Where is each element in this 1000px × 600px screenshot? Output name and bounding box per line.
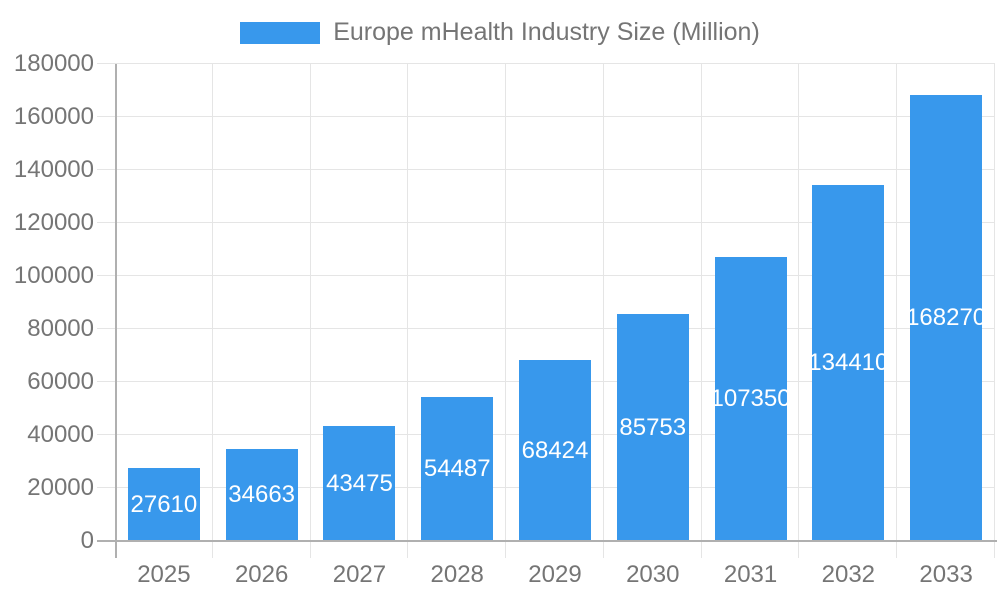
bar-value-label: 85753 — [619, 413, 687, 441]
y-tick-label: 20000 — [27, 474, 94, 501]
gridline-vertical — [798, 64, 800, 558]
legend-item[interactable]: Europe mHealth Industry Size (Million) — [240, 18, 760, 47]
x-tick-label: 2026 — [234, 561, 289, 588]
x-tick-label: 2033 — [919, 561, 973, 588]
x-tick-label: 2032 — [821, 561, 876, 588]
gridline-vertical — [896, 64, 898, 558]
legend-series-label: Europe mHealth Industry Size (Million) — [333, 18, 760, 46]
y-axis: 0 20000 40000 60000 80000 100000 120000 140000 1… — [0, 0, 94, 600]
legend-color-swatch — [240, 21, 321, 44]
gridline-vertical — [700, 64, 702, 558]
bar-2025[interactable]: 27610 — [127, 468, 200, 541]
gridline-horizontal — [97, 275, 995, 276]
x-tick-label: 2030 — [626, 561, 680, 588]
x-axis-line — [97, 540, 997, 542]
gridline-horizontal — [97, 169, 995, 170]
y-tick-label: 180000 — [13, 50, 94, 77]
bar-2032[interactable]: 134410 — [812, 185, 885, 541]
bar-2027[interactable]: 43475 — [323, 426, 396, 541]
plot-area: 27610 34663 43475 54487 68424 85753 107350 1344… — [97, 63, 997, 558]
y-tick-label: 160000 — [13, 103, 94, 130]
x-tick-label: 2029 — [528, 561, 582, 588]
gridline-vertical — [407, 64, 409, 558]
y-axis-line — [115, 64, 117, 558]
gridline-horizontal — [97, 222, 995, 223]
gridline-horizontal — [97, 328, 995, 329]
y-tick-label: 40000 — [27, 421, 94, 448]
bar-value-label: 134410 — [812, 349, 885, 376]
bar-2028[interactable]: 54487 — [421, 397, 494, 541]
y-tick-label: 0 — [80, 527, 94, 554]
gridline-horizontal — [97, 63, 995, 64]
x-axis: 2025 2026 2027 2028 2029 2030 2031 2032 2033 — [115, 558, 995, 592]
y-tick-label: 140000 — [13, 156, 94, 183]
bar-value-label: 43475 — [326, 469, 393, 497]
chart-legend: Europe mHealth Industry Size (Million) — [0, 18, 1000, 47]
bar-value-label: 54487 — [423, 455, 491, 482]
bar-value-label: 68424 — [521, 436, 589, 464]
bar-value-label: 168270 — [910, 304, 983, 331]
gridline-horizontal — [97, 116, 995, 117]
bar-value-label: 34663 — [228, 481, 296, 508]
bar-value-label: 107350 — [714, 385, 787, 412]
bar-2033[interactable]: 168270 — [910, 95, 983, 541]
bar-2026[interactable]: 34663 — [225, 449, 298, 541]
bar-value-label: 27610 — [130, 490, 198, 518]
gridline-vertical — [602, 64, 604, 558]
gridline-vertical — [994, 64, 995, 558]
gridline-vertical — [505, 64, 507, 558]
bar-2031[interactable]: 107350 — [714, 257, 787, 541]
x-tick-label: 2027 — [332, 561, 387, 588]
y-tick-label: 100000 — [13, 262, 94, 289]
gridline-vertical — [211, 64, 213, 558]
y-tick-label: 80000 — [27, 315, 94, 342]
y-tick-label: 120000 — [13, 209, 94, 236]
bar-2030[interactable]: 85753 — [616, 314, 689, 541]
y-tick-label: 60000 — [27, 368, 94, 395]
x-tick-label: 2031 — [723, 561, 778, 588]
gridline-vertical — [309, 64, 311, 558]
x-tick-label: 2025 — [137, 561, 191, 588]
bar-2029[interactable]: 68424 — [519, 360, 591, 541]
x-tick-label: 2028 — [430, 561, 484, 588]
